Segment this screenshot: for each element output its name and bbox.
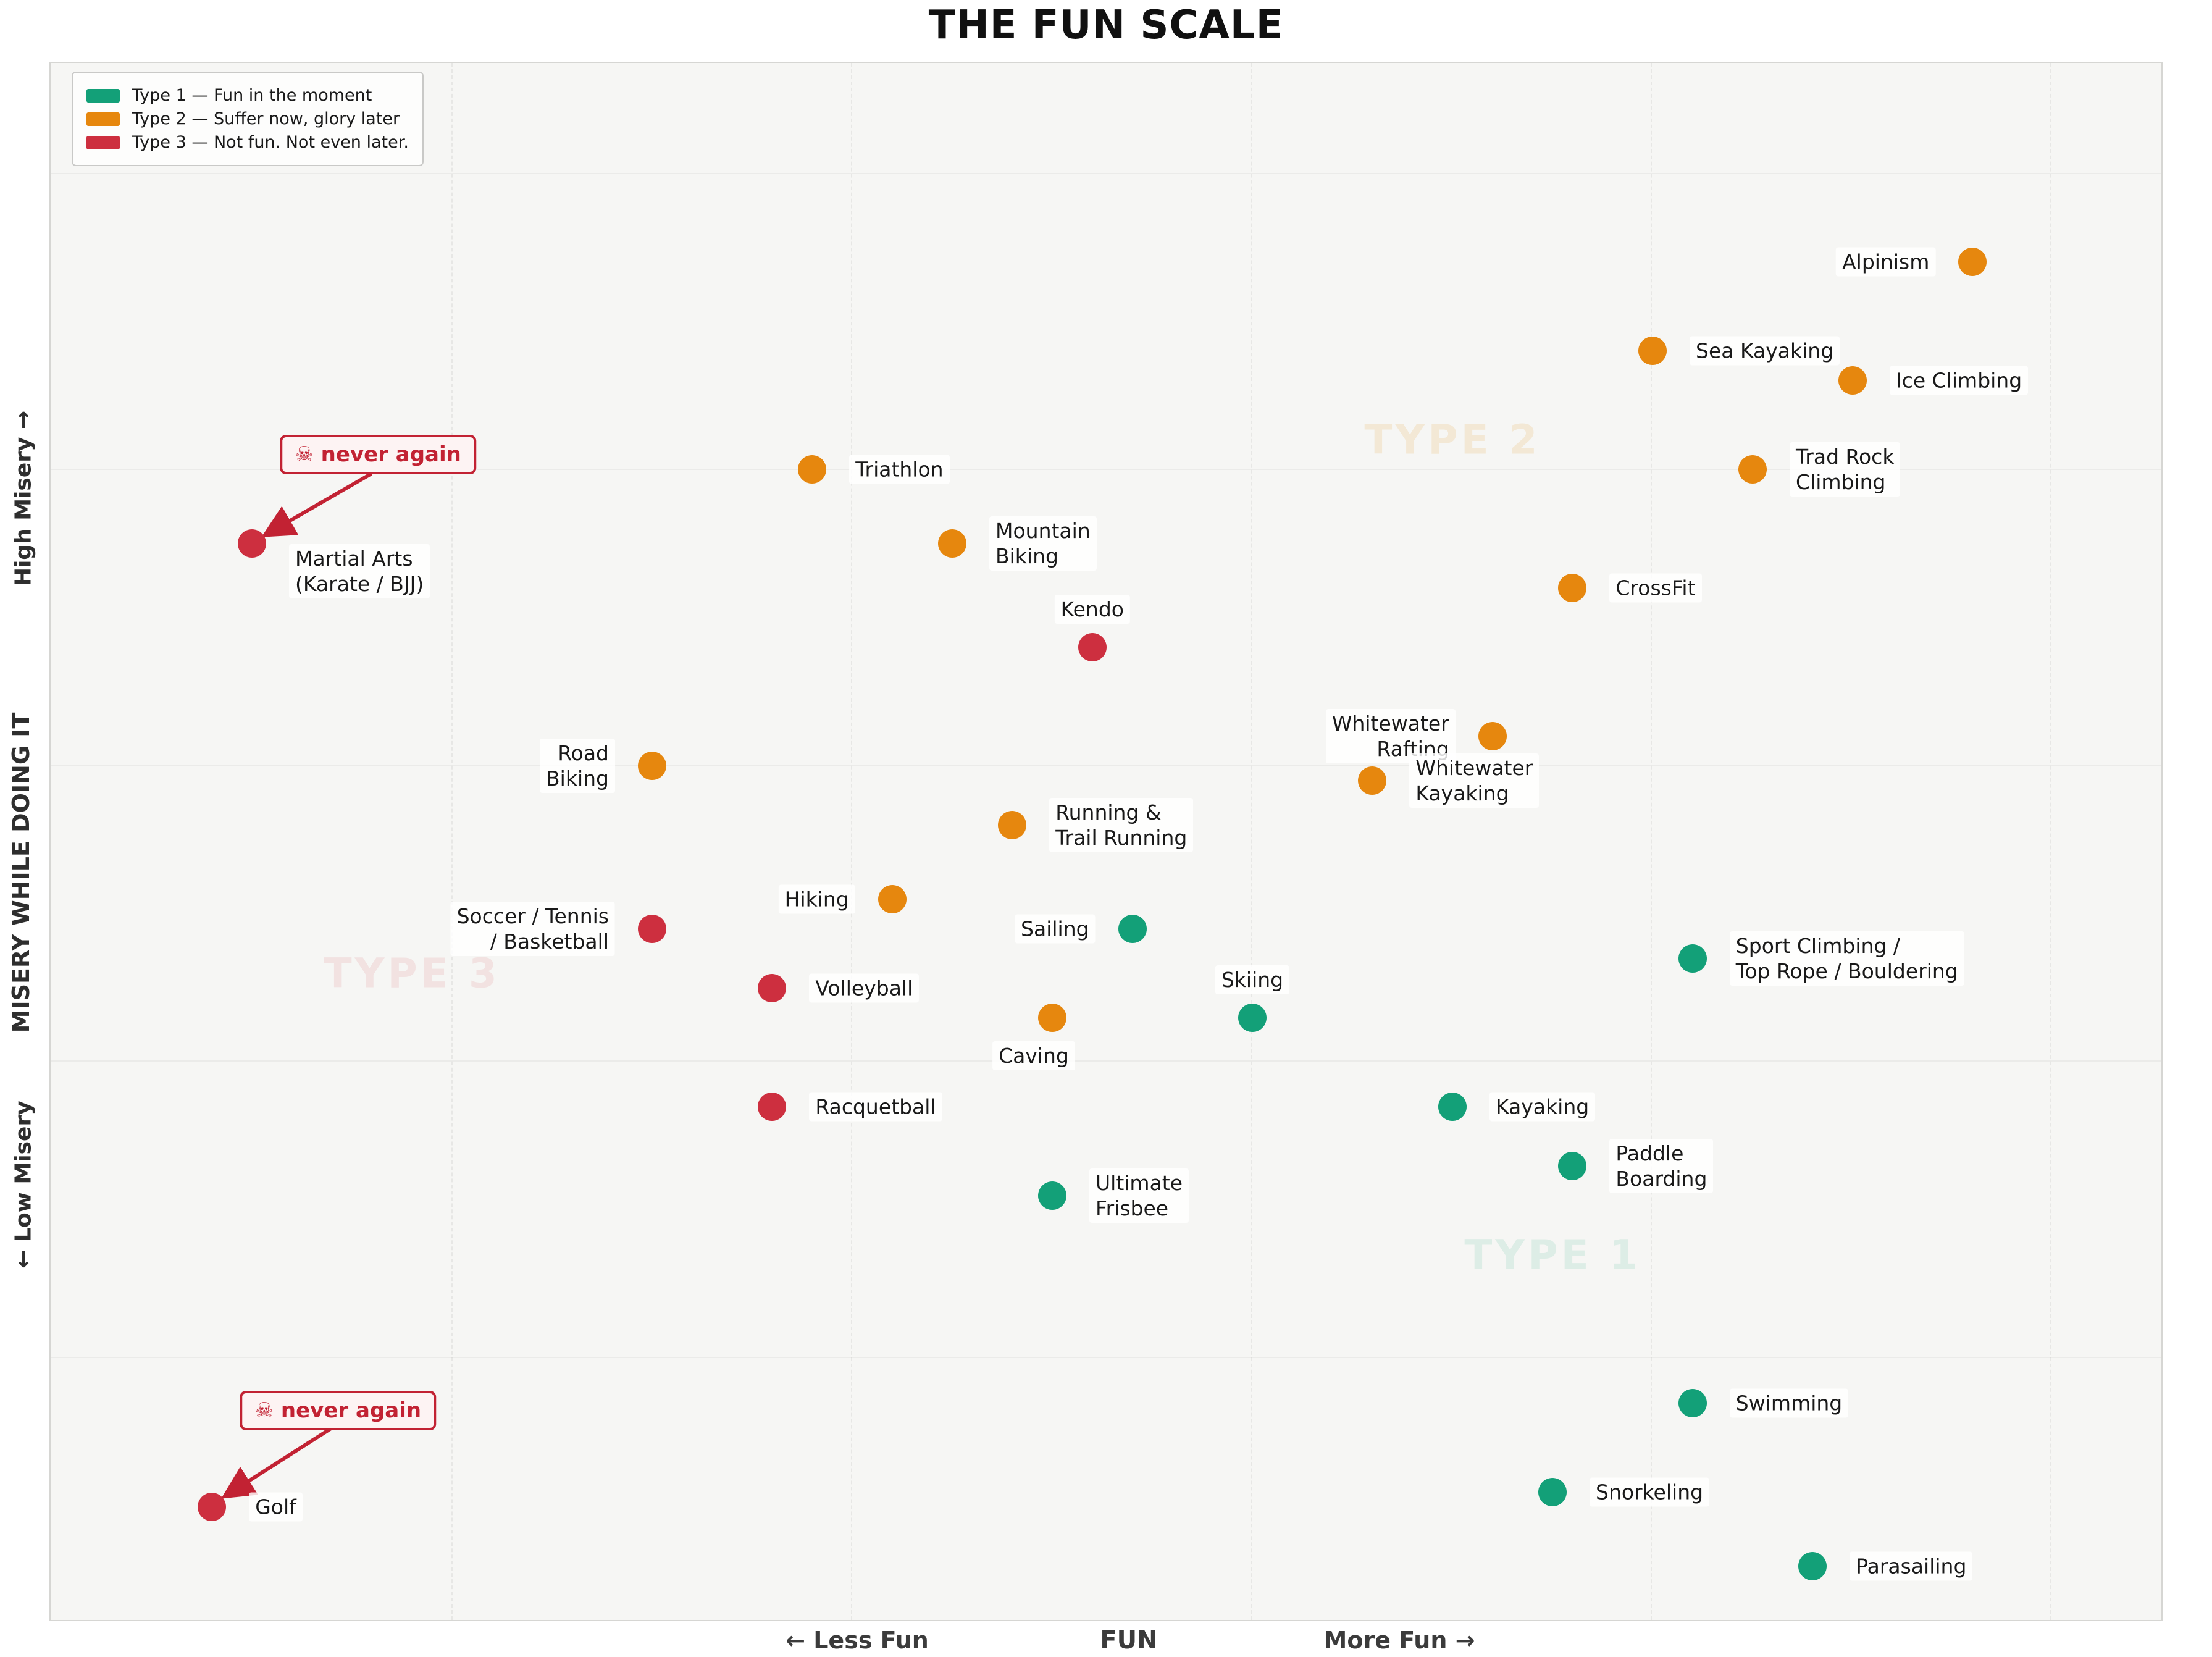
data-point-triathlon bbox=[798, 455, 827, 484]
data-point-label-sport-climbing: Sport Climbing / Top Rope / Bouldering bbox=[1729, 931, 1964, 986]
data-point-label-caving: Caving bbox=[992, 1041, 1075, 1070]
never-again-arrow-1 bbox=[221, 1426, 333, 1499]
data-point-racquetball bbox=[758, 1093, 787, 1121]
y-axis-high-misery-label: High Misery → bbox=[10, 410, 36, 587]
gridline-vertical-fun-2 bbox=[451, 63, 453, 1620]
data-point-whitewater bbox=[1478, 722, 1507, 750]
data-point-martial-arts bbox=[238, 529, 266, 558]
legend-swatch-type-2 bbox=[86, 112, 120, 126]
data-point-trad-rock bbox=[1738, 455, 1767, 484]
data-point-running bbox=[998, 811, 1027, 839]
data-point-label-crossfit: CrossFit bbox=[1609, 573, 1702, 603]
never-again-badge-1: ☠ never again bbox=[240, 1391, 437, 1430]
data-point-sport-climbing bbox=[1678, 944, 1707, 973]
legend-swatch-type-1 bbox=[86, 88, 120, 103]
legend-item-type-2: Type 2 — Suffer now, glory later bbox=[86, 109, 409, 128]
gridline-horizontal-misery-2 bbox=[51, 1356, 2161, 1358]
legend-item-type-3: Type 3 — Not fun. Not even later. bbox=[86, 133, 409, 152]
data-point-label-hiking: Hiking bbox=[778, 884, 855, 914]
data-point-golf bbox=[198, 1493, 227, 1521]
data-point-label-kendo: Kendo bbox=[1054, 595, 1130, 624]
plot-area: Type 1 — Fun in the moment Type 2 — Suffe… bbox=[49, 62, 2163, 1621]
data-point-crossfit bbox=[1558, 574, 1587, 602]
data-point-label-volleyball: Volleyball bbox=[809, 973, 920, 1003]
y-axis-title: MISERY WHILE DOING IT bbox=[7, 712, 35, 1033]
gridline-vertical-fun-10 bbox=[2050, 63, 2052, 1620]
watermark-type-1: TYPE 1 bbox=[1464, 1231, 1641, 1279]
data-point-label-swimming: Swimming bbox=[1729, 1388, 1849, 1418]
legend-swatch-type-3 bbox=[86, 135, 120, 149]
data-point-ultimate bbox=[1038, 1181, 1066, 1210]
data-point-label-sea-kayaking: Sea Kayaking bbox=[1690, 336, 1840, 366]
legend-label-type-3: Type 3 — Not fun. Not even later. bbox=[132, 133, 409, 152]
gridline-vertical-fun-8 bbox=[1650, 63, 1652, 1620]
data-point-label-alpinism: Alpinism bbox=[1836, 247, 1936, 277]
gridline-horizontal-misery-6 bbox=[51, 765, 2161, 766]
legend-label-type-1: Type 1 — Fun in the moment bbox=[132, 86, 372, 105]
data-point-label-triathlon: Triathlon bbox=[849, 455, 950, 484]
data-point-label-whitewater: Whitewater Kayaking bbox=[1409, 753, 1540, 808]
data-point-label-snorkeling: Snorkeling bbox=[1590, 1477, 1710, 1507]
x-axis-more-fun-label: More Fun → bbox=[1323, 1627, 1475, 1654]
data-point-soccer-tennis bbox=[638, 915, 666, 943]
data-point-label-road: Road Biking bbox=[540, 739, 615, 793]
data-point-volleyball bbox=[758, 974, 787, 1002]
data-point-mountain bbox=[938, 529, 966, 558]
data-point-sailing bbox=[1118, 915, 1147, 943]
never-again-arrow-0 bbox=[261, 472, 373, 537]
y-axis-low-misery-label: ← Low Misery bbox=[10, 1101, 36, 1269]
data-point-label-soccer-tennis: Soccer / Tennis / Basketball bbox=[450, 902, 615, 956]
data-point-skiing bbox=[1238, 1004, 1267, 1032]
legend-item-type-1: Type 1 — Fun in the moment bbox=[86, 86, 409, 105]
data-point-paddle bbox=[1558, 1152, 1587, 1180]
data-point-label-skiing: Skiing bbox=[1215, 965, 1290, 994]
gridline-horizontal-misery-8 bbox=[51, 468, 2161, 470]
data-point-sea-kayaking bbox=[1638, 337, 1667, 365]
data-point-ice-climbing bbox=[1838, 366, 1867, 395]
never-again-badge-0: ☠ never again bbox=[280, 435, 476, 474]
data-point-snorkeling bbox=[1538, 1478, 1567, 1506]
x-axis-title: FUN bbox=[1100, 1626, 1158, 1655]
data-point-label-parasailing: Parasailing bbox=[1850, 1551, 1973, 1581]
page-title: THE FUN SCALE bbox=[928, 2, 1284, 48]
data-point-road bbox=[638, 752, 666, 780]
data-point-whitewater bbox=[1358, 766, 1387, 795]
gridline-horizontal-misery-4 bbox=[51, 1060, 2161, 1062]
data-point-parasailing bbox=[1798, 1552, 1827, 1580]
gridline-vertical-fun-4 bbox=[851, 63, 853, 1620]
data-point-label-trad-rock: Trad Rock Climbing bbox=[1790, 442, 1901, 497]
gridline-vertical-fun-6 bbox=[1251, 63, 1252, 1620]
x-axis-less-fun-label: ← Less Fun bbox=[786, 1627, 929, 1654]
data-point-label-racquetball: Racquetball bbox=[809, 1092, 942, 1122]
data-point-label-running: Running & Trail Running bbox=[1049, 798, 1194, 852]
data-point-swimming bbox=[1678, 1389, 1707, 1417]
data-point-label-martial-arts: Martial Arts (Karate / BJJ) bbox=[289, 544, 430, 598]
data-point-alpinism bbox=[1958, 248, 1987, 276]
data-point-kayaking bbox=[1438, 1093, 1467, 1121]
data-point-hiking bbox=[878, 885, 907, 913]
legend: Type 1 — Fun in the moment Type 2 — Suffe… bbox=[72, 72, 424, 166]
watermark-type-3: TYPE 3 bbox=[324, 949, 500, 997]
data-point-label-mountain: Mountain Biking bbox=[989, 516, 1097, 571]
legend-label-type-2: Type 2 — Suffer now, glory later bbox=[132, 109, 400, 128]
data-point-label-sailing: Sailing bbox=[1015, 914, 1096, 944]
data-point-label-ice-climbing: Ice Climbing bbox=[1890, 366, 2029, 395]
watermark-type-2: TYPE 2 bbox=[1364, 416, 1541, 464]
data-point-kendo bbox=[1078, 633, 1107, 661]
data-point-caving bbox=[1038, 1004, 1066, 1032]
data-point-label-kayaking: Kayaking bbox=[1489, 1092, 1596, 1122]
gridline-horizontal-misery-10 bbox=[51, 172, 2161, 174]
data-point-label-ultimate: Ultimate Frisbee bbox=[1089, 1168, 1189, 1223]
data-point-label-golf: Golf bbox=[249, 1492, 303, 1522]
data-point-label-paddle: Paddle Boarding bbox=[1609, 1139, 1714, 1193]
